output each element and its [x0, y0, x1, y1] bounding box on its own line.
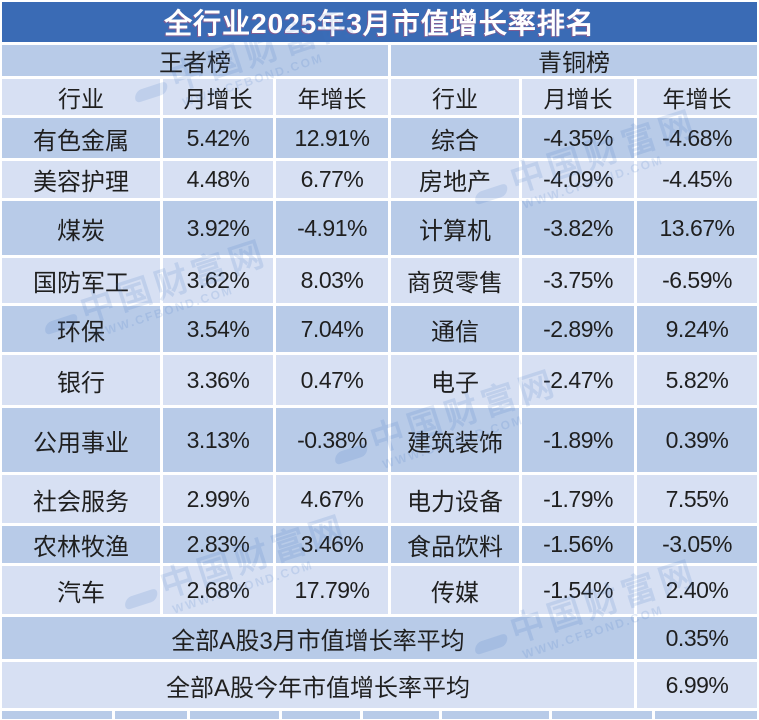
year-growth-cell: -4.68%	[637, 118, 757, 158]
year-growth-cell: 8.03%	[276, 258, 388, 303]
year-growth-cell: 4.67%	[276, 475, 388, 523]
month-growth-cell: -1.79%	[522, 475, 634, 523]
right-header-industry: 行业	[391, 79, 519, 115]
left-header-industry: 行业	[2, 79, 160, 115]
industry-cell: 计算机	[391, 201, 519, 255]
industry-cell: 食品饮料	[391, 526, 519, 563]
month-growth-cell: 2.99%	[163, 475, 273, 523]
column-separator	[279, 711, 282, 719]
left-header-month-growth: 月增长	[163, 79, 273, 115]
left-header-year-growth: 年增长	[276, 79, 388, 115]
industry-cell: 建筑装饰	[391, 408, 519, 472]
industry-cell: 环保	[2, 306, 160, 352]
month-growth-cell: 2.68%	[163, 566, 273, 614]
month-growth-cell: -1.56%	[522, 526, 634, 563]
month-growth-cell: 4.48%	[163, 161, 273, 198]
month-growth-cell: -1.54%	[522, 566, 634, 614]
year-growth-cell: -4.45%	[637, 161, 757, 198]
year-growth-cell: 13.67%	[637, 201, 757, 255]
column-separator	[652, 711, 655, 719]
industry-cell: 农林牧渔	[2, 526, 160, 563]
industry-cell: 传媒	[391, 566, 519, 614]
industry-cell: 电子	[391, 355, 519, 405]
month-growth-cell: 3.62%	[163, 258, 273, 303]
year-growth-cell: 2.40%	[637, 566, 757, 614]
industry-cell: 综合	[391, 118, 519, 158]
year-growth-cell: 7.04%	[276, 306, 388, 352]
month-growth-cell: 5.42%	[163, 118, 273, 158]
industry-cell: 有色金属	[2, 118, 160, 158]
right-header-month-growth: 月增长	[522, 79, 634, 115]
month-growth-cell: -1.89%	[522, 408, 634, 472]
year-growth-cell: 12.91%	[276, 118, 388, 158]
industry-cell: 通信	[391, 306, 519, 352]
industry-cell: 煤炭	[2, 201, 160, 255]
right-table-banner: 青铜榜	[391, 45, 757, 76]
column-separator	[187, 711, 190, 719]
column-separator	[549, 711, 552, 719]
month-growth-cell: -3.75%	[522, 258, 634, 303]
month-growth-cell: 3.92%	[163, 201, 273, 255]
industry-cell: 房地产	[391, 161, 519, 198]
year-growth-cell: 3.46%	[276, 526, 388, 563]
year-growth-cell: 7.55%	[637, 475, 757, 523]
month-growth-cell: -2.89%	[522, 306, 634, 352]
year-growth-cell: 9.24%	[637, 306, 757, 352]
summary-value-1: 0.35%	[637, 617, 757, 659]
year-growth-cell: -4.91%	[276, 201, 388, 255]
year-growth-cell: 5.82%	[637, 355, 757, 405]
right-header-year-growth: 年增长	[637, 79, 757, 115]
year-growth-cell: -6.59%	[637, 258, 757, 303]
column-separator	[360, 711, 363, 719]
column-separator	[112, 711, 115, 719]
month-growth-cell: -4.09%	[522, 161, 634, 198]
industry-cell: 电力设备	[391, 475, 519, 523]
year-growth-cell: 0.39%	[637, 408, 757, 472]
page-title: 全行业2025年3月市值增长率排名	[2, 2, 757, 42]
summary-label-1: 全部A股3月市值增长率平均	[2, 617, 634, 659]
month-growth-cell: 3.54%	[163, 306, 273, 352]
year-growth-cell: 6.77%	[276, 161, 388, 198]
year-growth-cell: -0.38%	[276, 408, 388, 472]
summary-label-2: 全部A股今年市值增长率平均	[2, 662, 634, 708]
year-growth-cell: 17.79%	[276, 566, 388, 614]
month-growth-cell: 3.36%	[163, 355, 273, 405]
industry-cell: 公用事业	[2, 408, 160, 472]
industry-cell: 商贸零售	[391, 258, 519, 303]
month-growth-cell: 3.13%	[163, 408, 273, 472]
month-growth-cell: -4.35%	[522, 118, 634, 158]
year-growth-cell: 0.47%	[276, 355, 388, 405]
month-growth-cell: -2.47%	[522, 355, 634, 405]
summary-value-2: 6.99%	[637, 662, 757, 708]
industry-cell: 社会服务	[2, 475, 160, 523]
industry-cell: 国防军工	[2, 258, 160, 303]
column-separator	[439, 711, 442, 719]
industry-cell: 银行	[2, 355, 160, 405]
year-growth-cell: -3.05%	[637, 526, 757, 563]
month-growth-cell: 2.83%	[163, 526, 273, 563]
left-table-banner: 王者榜	[2, 45, 388, 76]
bottom-partial-row	[2, 711, 757, 719]
month-growth-cell: -3.82%	[522, 201, 634, 255]
industry-cell: 美容护理	[2, 161, 160, 198]
industry-cell: 汽车	[2, 566, 160, 614]
